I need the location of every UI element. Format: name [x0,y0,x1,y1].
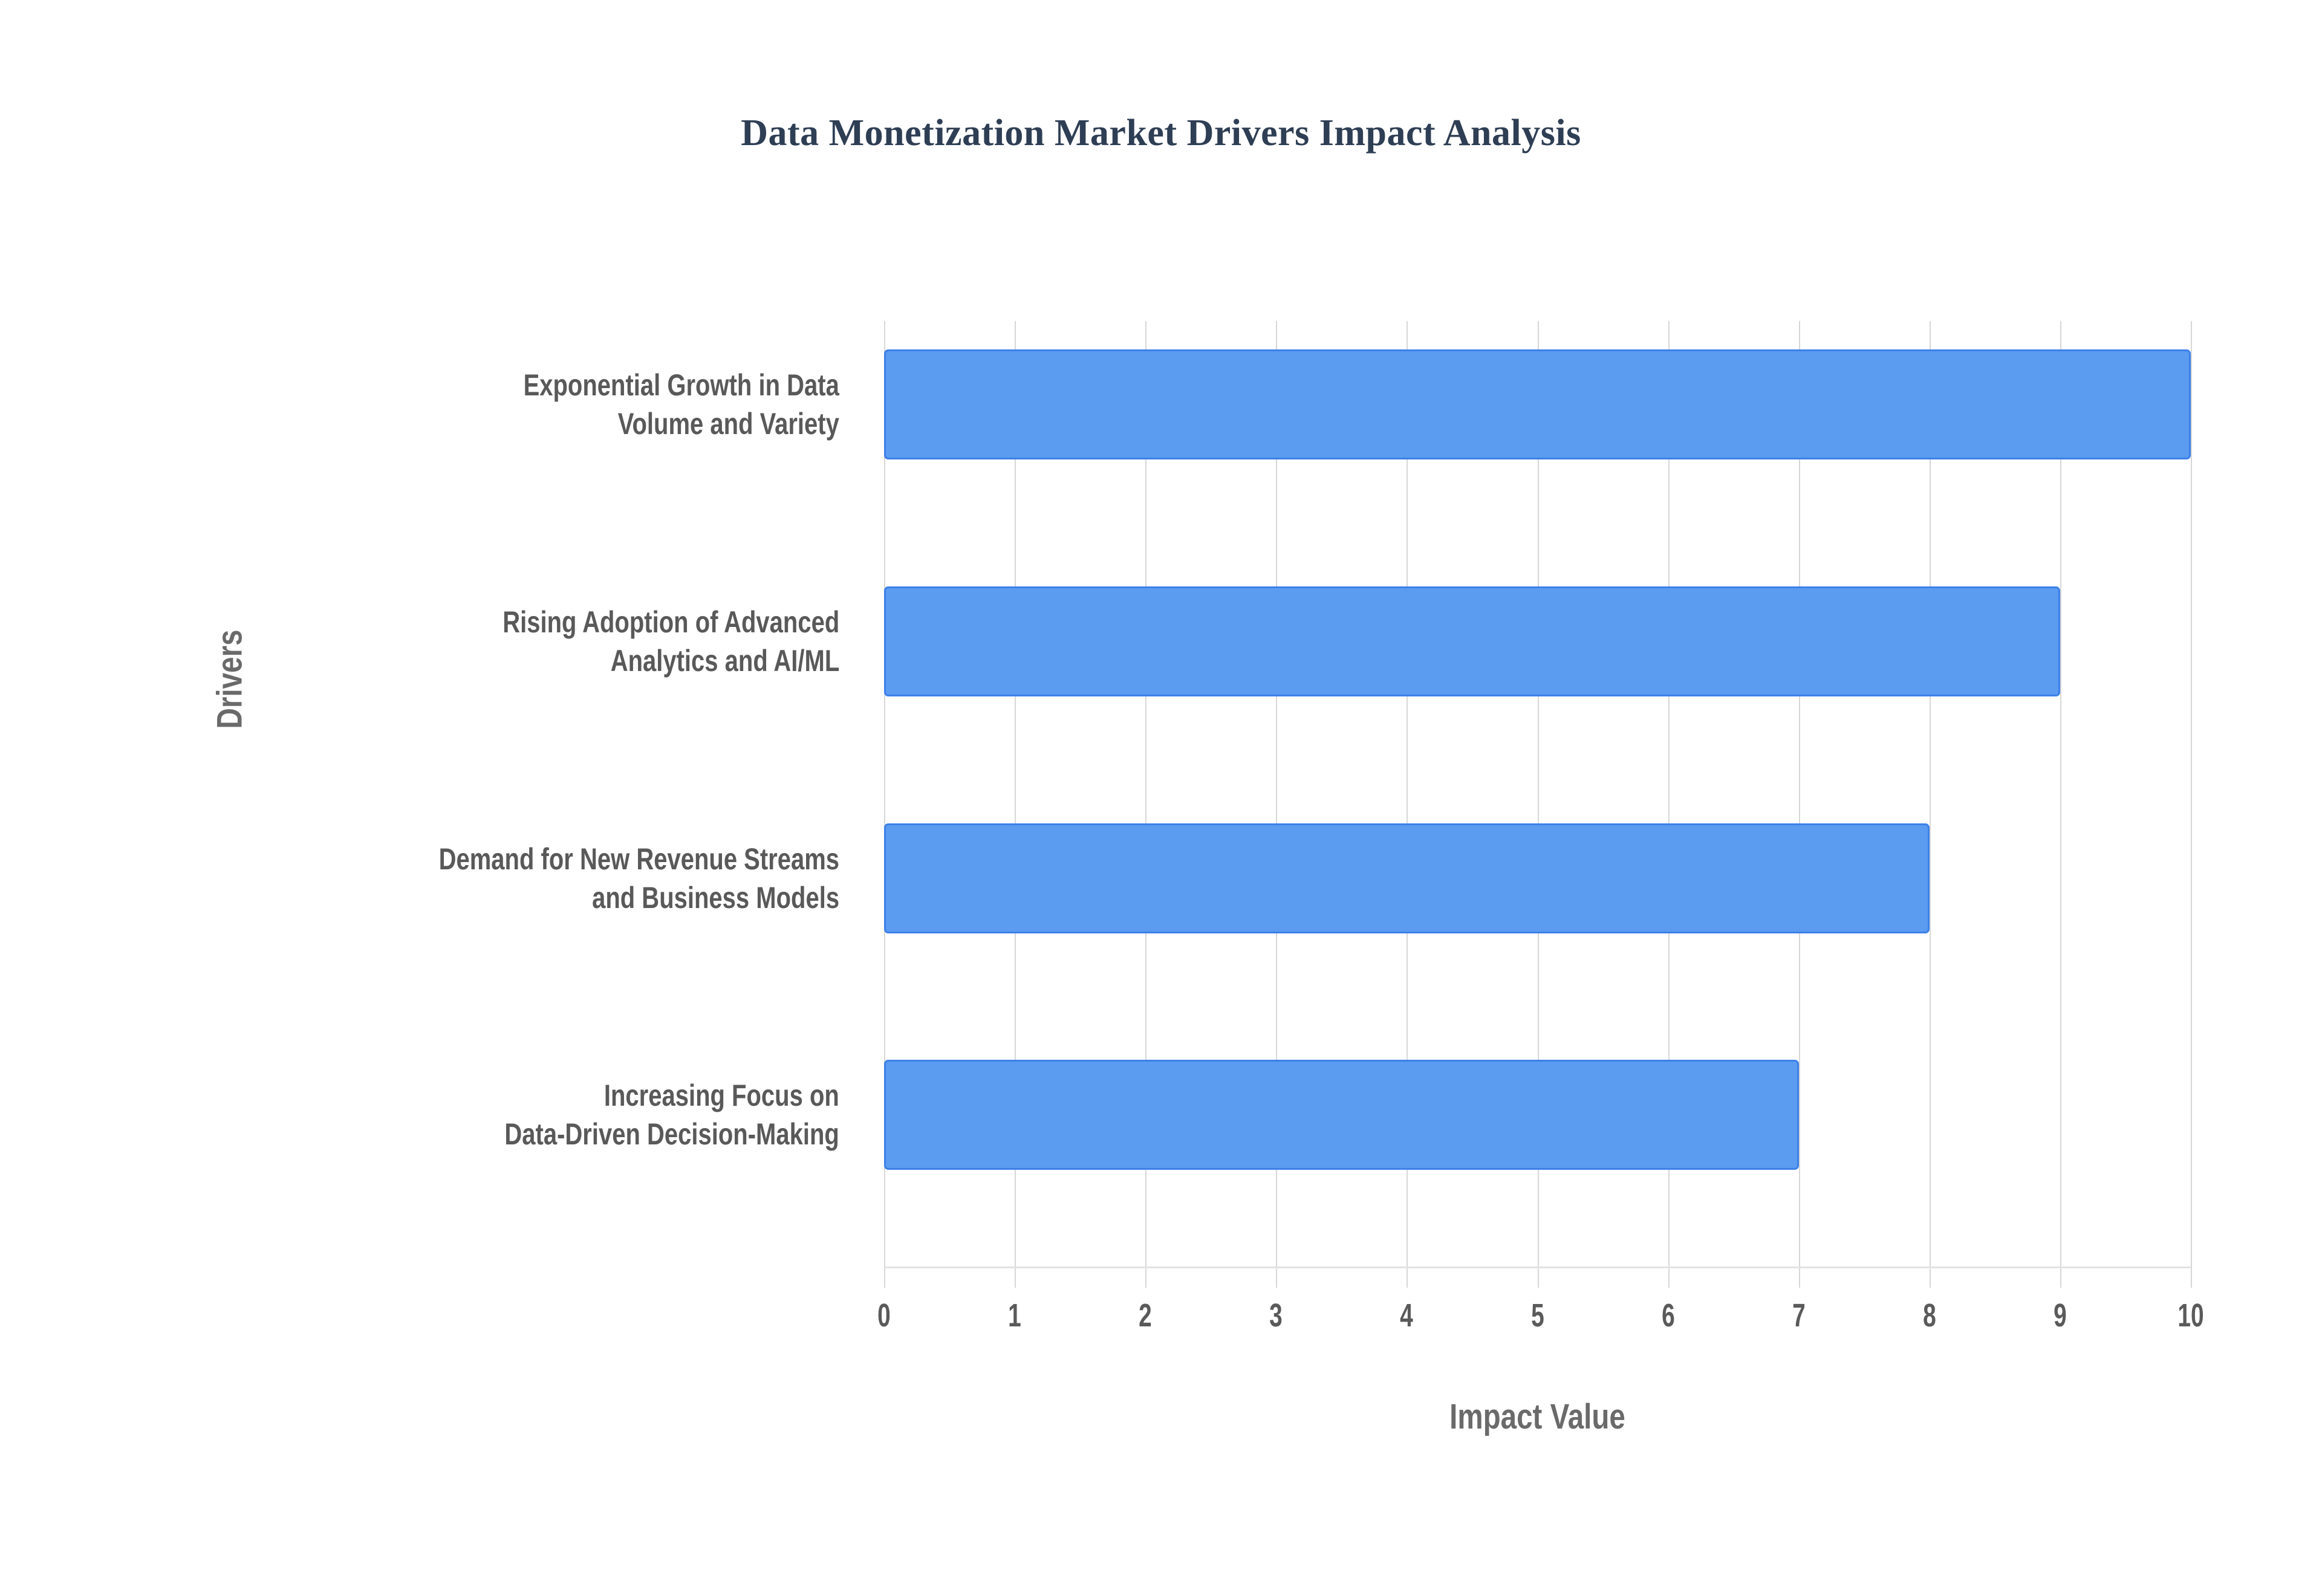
y-category-row: Exponential Growth in Data Volume and Va… [0,349,859,459]
x-tick-label: 9 [2054,1297,2067,1334]
gridline-x-2 [1145,321,1147,1268]
x-tick-label: 8 [1922,1297,1936,1334]
tick-mark-x-3 [1276,1268,1278,1288]
y-category-label: Demand for New Revenue Streams and Busin… [438,842,839,915]
x-tick-label: 6 [1661,1297,1675,1334]
x-tick-label: 1 [1008,1297,1021,1334]
tick-mark-x-0 [884,1268,885,1288]
gridline-x-6 [1668,321,1670,1268]
x-tick-label: 10 [2177,1297,2204,1334]
x-tick-label: 3 [1269,1297,1283,1334]
y-category-label: Rising Adoption of Advanced Analytics an… [502,605,839,678]
gridline-x-5 [1537,321,1539,1268]
tick-mark-x-4 [1407,1268,1408,1288]
tick-mark-x-5 [1537,1268,1539,1288]
y-category-row: Rising Adoption of Advanced Analytics an… [0,586,859,696]
x-tick-label: 0 [877,1297,891,1334]
tick-mark-x-2 [1145,1268,1147,1288]
tick-mark-x-8 [1929,1268,1931,1288]
x-axis-title: Impact Value [1449,1397,1625,1436]
gridline-x-1 [1015,321,1016,1268]
y-category-label: Exponential Growth in Data Volume and Va… [523,368,839,441]
tick-mark-x-7 [1798,1268,1800,1288]
x-axis-line [884,1267,2191,1268]
gridline-x-4 [1407,321,1408,1268]
tick-mark-x-9 [2060,1268,2061,1288]
x-tick-label: 7 [1792,1297,1806,1334]
tick-mark-x-1 [1015,1268,1016,1288]
bar[interactable] [884,349,2191,459]
x-tick-label: 5 [1530,1297,1544,1334]
gridline-x-7 [1798,321,1800,1268]
tick-mark-x-6 [1668,1268,1670,1288]
gridline-x-9 [2060,321,2061,1268]
bar[interactable] [884,586,2060,696]
gridline-x-10 [2191,321,2192,1268]
y-category-label: Increasing Focus on Data-Driven Decision… [504,1079,839,1152]
bar[interactable] [884,1060,1799,1170]
gridline-x-3 [1276,321,1278,1268]
tick-mark-x-10 [2191,1268,2192,1288]
chart-title: Data Monetization Market Drivers Impact … [741,112,1581,154]
y-category-row: Demand for New Revenue Streams and Busin… [0,823,859,933]
plot-area [884,321,2192,1288]
x-tick-label: 4 [1400,1297,1414,1334]
bar[interactable] [884,823,1930,933]
gridline-x-8 [1929,321,1931,1268]
x-tick-label: 2 [1139,1297,1152,1334]
gridline-x-0 [884,321,885,1268]
y-category-row: Increasing Focus on Data-Driven Decision… [0,1060,859,1170]
